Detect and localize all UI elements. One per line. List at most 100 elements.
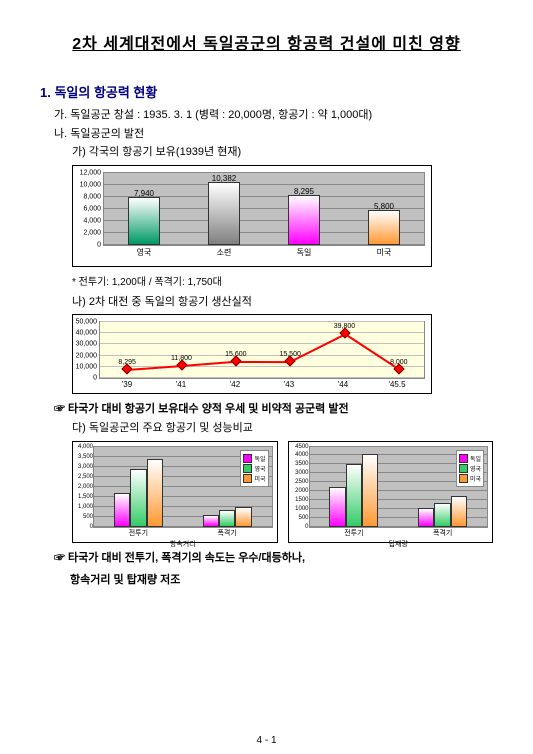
y-tick-label: 500 xyxy=(83,514,93,520)
data-point-label: 15,600 xyxy=(225,351,246,358)
x-category-label: '42 xyxy=(230,380,240,389)
bar xyxy=(114,493,130,527)
y-tick-label: 2,000 xyxy=(78,484,93,490)
y-tick-label: 4500 xyxy=(295,444,308,450)
legend: 독일영국미국 xyxy=(456,450,484,487)
y-tick-label: 4,000 xyxy=(78,444,93,450)
y-tick-label: 8,000 xyxy=(82,193,102,200)
bar xyxy=(418,508,434,527)
y-tick-label: 0 xyxy=(90,524,93,530)
legend-swatch xyxy=(243,474,252,483)
y-tick-label: 10,000 xyxy=(79,181,102,188)
x-category-label: 미국 xyxy=(377,247,392,258)
summary-text: ☞ 타국가 대비 항공기 보유대수 양적 우세 및 비약적 공군력 발전 xyxy=(54,400,493,416)
legend-swatch xyxy=(459,474,468,483)
legend-item: 미국 xyxy=(459,474,481,483)
y-tick-label: 500 xyxy=(298,515,308,521)
line-chart: 010,00020,00030,00040,00050,0008,295'391… xyxy=(72,314,432,394)
x-category-label: 폭격기 xyxy=(217,528,236,538)
x-category-label: 전투기 xyxy=(344,528,363,538)
bar: 8,295 xyxy=(288,195,320,245)
y-tick-label: 0 xyxy=(305,524,308,530)
main-title: 2차 세계대전에서 독일공군의 항공력 건설에 미친 영향 xyxy=(40,30,493,54)
bar xyxy=(362,454,378,527)
y-tick-label: 2,000 xyxy=(82,229,102,236)
data-point-label: 8,295 xyxy=(118,359,136,366)
bar-chart: 02,0004,0006,0008,00010,00012,0007,940영국… xyxy=(72,165,432,267)
chart-subtitle: 탑재량 xyxy=(389,539,408,549)
summary-text: 항속거리 및 탑재량 저조 xyxy=(70,571,493,587)
legend-swatch xyxy=(459,464,468,473)
legend-swatch xyxy=(243,454,252,463)
mini-chart-1: 0 500 1,000 1,500 2,000 2,500 3,000 3,500 4,000 독… xyxy=(72,441,278,543)
legend-item: 독일 xyxy=(459,454,481,463)
data-point-label: 39,800 xyxy=(334,324,355,331)
bar xyxy=(235,507,251,527)
y-tick-label: 3,500 xyxy=(78,454,93,460)
data-point-label: 8,000 xyxy=(390,359,408,366)
note-text: * 전투기: 1,200대 / 폭격기: 1,750대 xyxy=(72,273,493,288)
bar: 7,940 xyxy=(128,197,160,245)
bar-value-label: 7,940 xyxy=(134,189,154,198)
mini-chart-1-plot: 05001,0001,5002,0002,5003,0003,5004,000독… xyxy=(93,446,273,528)
bar-value-label: 5,800 xyxy=(374,202,394,211)
y-tick-label: 3,000 xyxy=(78,464,93,470)
legend-item: 영국 xyxy=(243,464,265,473)
summary-text: ☞ 타국가 대비 전투기, 폭격기의 속도는 우수/대등하나, xyxy=(54,549,493,565)
y-tick-label: 12,000 xyxy=(79,169,102,176)
bar xyxy=(329,487,345,526)
y-tick-label: 3000 xyxy=(295,470,308,476)
bar xyxy=(451,496,467,526)
x-category-label: 폭격기 xyxy=(433,528,452,538)
y-tick-label: 2500 xyxy=(295,479,308,485)
data-point-label: 15,500 xyxy=(279,351,300,358)
y-tick-label: 20,000 xyxy=(75,352,98,359)
mini-chart-2: 050010001500200025003000350040004500독일영국… xyxy=(288,441,494,543)
legend-label: 영국 xyxy=(254,464,265,473)
legend-item: 독일 xyxy=(243,454,265,463)
x-category-label: '44 xyxy=(338,380,348,389)
y-tick-label: 40,000 xyxy=(75,330,98,337)
legend-label: 영국 xyxy=(470,464,481,473)
x-category-label: 소련 xyxy=(217,247,232,258)
mini-chart-2-plot: 050010001500200025003000350040004500독일영국… xyxy=(309,446,489,528)
data-point-label: 11,800 xyxy=(171,355,192,362)
y-tick-label: 4000 xyxy=(295,452,308,458)
bar-value-label: 10,382 xyxy=(212,174,236,183)
legend-swatch xyxy=(459,454,468,463)
legend-label: 독일 xyxy=(470,454,481,463)
y-tick-label: 1,500 xyxy=(78,494,93,500)
text-line: 가. 독일공군 창설 : 1935. 3. 1 (병력 : 20,000명, 항… xyxy=(54,107,493,124)
bar xyxy=(147,459,163,527)
x-category-label: '41 xyxy=(176,380,186,389)
page-number: 4 - 1 xyxy=(256,735,276,746)
legend-swatch xyxy=(243,464,252,473)
y-tick-label: 10,000 xyxy=(75,363,98,370)
text-line: 다) 독일공군의 주요 항공기 및 성능비교 xyxy=(72,420,493,437)
bar xyxy=(434,503,450,526)
line-segment xyxy=(290,334,345,363)
text-line: 나) 2차 대전 중 독일의 항공기 생산실적 xyxy=(72,294,493,311)
x-category-label: '43 xyxy=(284,380,294,389)
bar xyxy=(346,464,362,526)
legend-item: 영국 xyxy=(459,464,481,473)
bar xyxy=(130,469,146,527)
page: 2차 세계대전에서 독일공군의 항공력 건설에 미친 영향 1. 독일의 항공력… xyxy=(0,0,533,754)
legend-label: 미국 xyxy=(470,474,481,483)
y-tick-label: 0 xyxy=(92,375,98,382)
y-tick-label: 2,500 xyxy=(78,474,93,480)
bar: 5,800 xyxy=(368,210,400,245)
y-tick-label: 30,000 xyxy=(75,341,98,348)
y-tick-label: 1,000 xyxy=(78,504,93,510)
x-category-label: '45.5 xyxy=(388,380,405,389)
bar xyxy=(219,510,235,527)
legend: 독일영국미국 xyxy=(240,450,268,487)
y-tick-label: 1000 xyxy=(295,506,308,512)
legend-label: 미국 xyxy=(254,474,265,483)
line-chart-plot: 010,00020,00030,00040,00050,0008,295'391… xyxy=(99,321,425,379)
x-category-label: 영국 xyxy=(137,247,152,258)
legend-label: 독일 xyxy=(254,454,265,463)
y-tick-label: 2000 xyxy=(295,488,308,494)
x-category-label: 독일 xyxy=(297,247,312,258)
y-tick-label: 50,000 xyxy=(75,319,98,326)
